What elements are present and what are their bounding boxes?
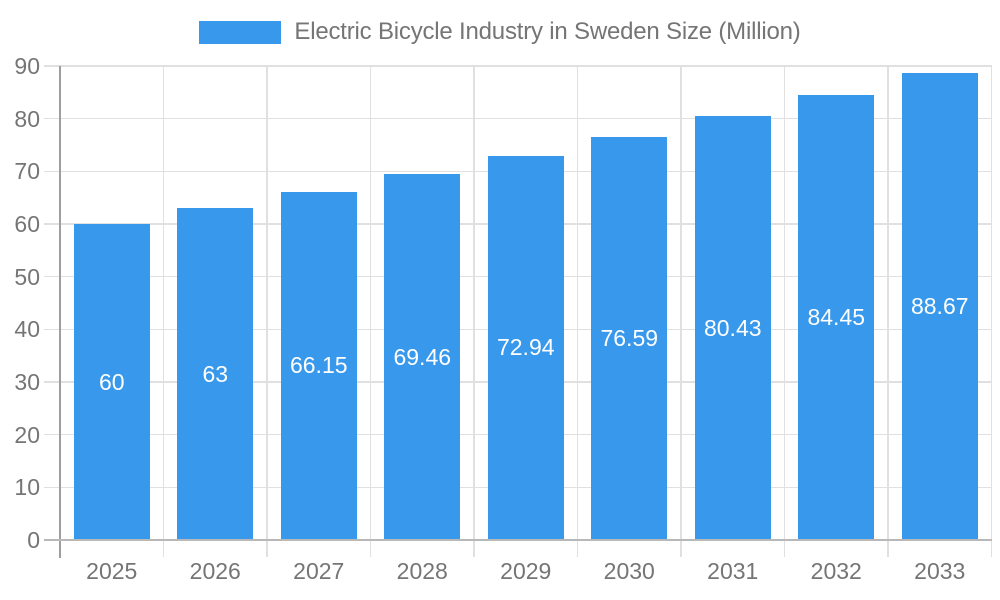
bar[interactable]: 60 (73, 224, 150, 540)
bar[interactable]: 84.45 (798, 95, 875, 540)
x-axis-label: 2029 (500, 558, 552, 584)
gridline-vertical (576, 66, 579, 557)
x-axis-label: 2028 (396, 558, 448, 584)
x-axis-label: 2027 (293, 558, 345, 584)
bar[interactable]: 72.94 (487, 155, 564, 540)
x-axis-label: 2032 (810, 558, 862, 584)
gridline-vertical (680, 66, 682, 557)
bar-value-label: 69.46 (393, 343, 452, 370)
bar-value-label: 88.67 (910, 293, 969, 319)
y-axis-label: 30 (14, 369, 40, 395)
y-axis-label: 0 (27, 527, 40, 553)
bar[interactable]: 88.67 (901, 73, 978, 540)
y-axis-line (59, 66, 61, 558)
bar[interactable]: 80.43 (694, 116, 771, 540)
gridline-horizontal (44, 65, 992, 67)
bar[interactable]: 69.46 (384, 174, 461, 540)
bar[interactable]: 76.59 (591, 136, 668, 540)
gridline-vertical (990, 66, 993, 557)
x-axis-label: 2025 (86, 558, 138, 584)
y-axis-label: 80 (14, 105, 40, 132)
y-axis-label: 60 (14, 211, 40, 237)
bar[interactable]: 66.15 (280, 191, 357, 540)
y-axis-labels: 0 10 20 30 40 50 60 70 80 90 (0, 53, 44, 553)
y-axis-label: 50 (14, 263, 40, 290)
bar-value-label: 72.94 (496, 334, 555, 361)
y-axis-label: 40 (14, 316, 40, 343)
bar-value-label: 60 (98, 368, 125, 395)
x-axis-label: 2030 (603, 558, 655, 584)
chart-title: Electric Bicycle Industry in Sweden Size… (294, 18, 801, 45)
x-axis-label: 2031 (707, 558, 759, 584)
bar-value-label: 66.15 (289, 352, 348, 379)
legend-swatch (199, 20, 282, 44)
x-axis-label: 2026 (189, 558, 241, 584)
gridline-vertical (783, 66, 786, 557)
bar-value-label: 80.43 (703, 314, 762, 341)
gridline-vertical (369, 66, 372, 557)
gridline-vertical (887, 66, 889, 557)
y-axis-label: 20 (14, 421, 40, 448)
gridline-vertical (162, 66, 165, 557)
x-axis-line (44, 539, 992, 541)
gridline-vertical (473, 66, 475, 557)
bar-value-label: 84.45 (807, 304, 866, 331)
bar-value-label: 76.59 (600, 324, 659, 351)
gridline-vertical (266, 66, 268, 557)
gridline-horizontal (44, 117, 992, 120)
y-axis-label: 90 (14, 53, 40, 79)
y-axis-label: 10 (14, 474, 40, 501)
chart-legend[interactable]: Electric Bicycle Industry in Sweden Size… (0, 17, 1000, 47)
y-axis-label: 70 (14, 158, 40, 185)
bar-value-label: 63 (202, 360, 229, 387)
bar[interactable]: 63 (177, 208, 254, 540)
x-axis-label: 2033 (914, 558, 966, 584)
plot-area: 60 2025 63 2026 66.15 2027 69.46 2028 72.94 2029 7… (44, 65, 993, 584)
